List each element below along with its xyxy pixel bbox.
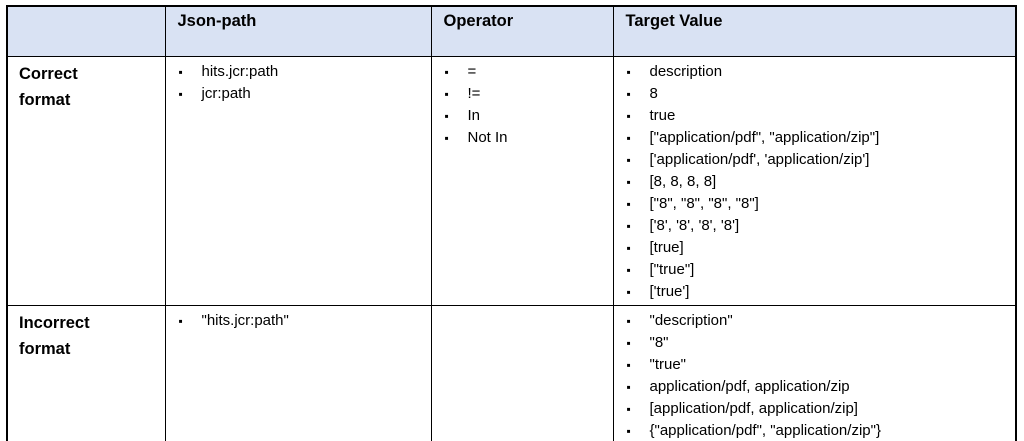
list-item-text: =: [467, 62, 477, 80]
list-item: ▪ "description": [614, 310, 1012, 332]
list-item: ▪ Not In: [432, 127, 609, 149]
list-item-text: [true]: [649, 238, 684, 256]
square-bullet-icon: ▪: [178, 86, 183, 101]
target-value-cell: ▪ description ▪ 8 ▪ true ▪ ["application/pdf", …: [612, 55, 1017, 306]
table-header-row: Json-path Operator Target Value: [6, 5, 1017, 57]
square-bullet-icon: ▪: [178, 313, 183, 328]
square-bullet-icon: ▪: [626, 240, 631, 255]
list-item-text: ["application/pdf", "application/zip"]: [649, 128, 880, 146]
list-item: ▪ In: [432, 105, 609, 127]
list-item: ▪ ["8", "8", "8", "8"]: [614, 193, 1012, 215]
square-bullet-icon: ▪: [626, 284, 631, 299]
list-item: ▪ [true]: [614, 237, 1012, 259]
column-header-blank: [6, 5, 166, 57]
list-item-text: In: [467, 106, 481, 124]
list-item: ▪ application/pdf, application/zip: [614, 376, 1012, 398]
list-item-text: "hits.jcr:path": [201, 311, 289, 329]
list-item-text: true: [649, 106, 676, 124]
list-item: ▪ {"application/pdf", "application/zip"}: [614, 420, 1012, 441]
row-label: Correct format: [19, 64, 78, 109]
square-bullet-icon: ▪: [178, 64, 183, 79]
list-item: ▪ ["application/pdf", "application/zip"]: [614, 127, 1012, 149]
square-bullet-icon: ▪: [626, 108, 631, 123]
list-item: ▪ 8: [614, 83, 1012, 105]
list-item-text: hits.jcr:path: [201, 62, 279, 80]
list-item-text: "description": [649, 311, 733, 329]
list-item-text: [8, 8, 8, 8]: [649, 172, 717, 190]
column-header-json-path: Json-path: [164, 5, 432, 57]
list-item: ▪ jcr:path: [166, 83, 427, 105]
target-value-cell: ▪ "description" ▪ "8" ▪ "true" ▪ application/pd…: [612, 304, 1017, 441]
list-item-text: ["true"]: [649, 260, 695, 278]
json-path-list: ▪ hits.jcr:path ▪ jcr:path: [166, 61, 427, 105]
square-bullet-icon: ▪: [626, 130, 631, 145]
json-path-cell: ▪ hits.jcr:path ▪ jcr:path: [164, 55, 432, 306]
column-header-target-value: Target Value: [612, 5, 1017, 57]
row-label-cell: Incorrect format: [6, 304, 166, 441]
operator-cell: ▪ = ▪ != ▪ In ▪ Not In: [430, 55, 614, 306]
operator-list: ▪ = ▪ != ▪ In ▪ Not In: [432, 61, 609, 149]
column-header-operator: Operator: [430, 5, 614, 57]
list-item-text: Not In: [467, 128, 508, 146]
list-item: ▪ hits.jcr:path: [166, 61, 427, 83]
square-bullet-icon: ▪: [626, 152, 631, 167]
json-path-cell: ▪ "hits.jcr:path": [164, 304, 432, 441]
square-bullet-icon: ▪: [626, 379, 631, 394]
square-bullet-icon: ▪: [626, 423, 631, 438]
square-bullet-icon: ▪: [626, 64, 631, 79]
operator-cell: [430, 304, 614, 441]
list-item: ▪ true: [614, 105, 1012, 127]
square-bullet-icon: ▪: [444, 108, 449, 123]
square-bullet-icon: ▪: [444, 64, 449, 79]
row-label: Incorrect format: [19, 313, 90, 358]
square-bullet-icon: ▪: [626, 401, 631, 416]
list-item: ▪ "hits.jcr:path": [166, 310, 427, 332]
target-value-list: ▪ description ▪ 8 ▪ true ▪ ["application/pdf", …: [614, 61, 1012, 303]
list-item: ▪ "true": [614, 354, 1012, 376]
target-value-list: ▪ "description" ▪ "8" ▪ "true" ▪ application/pd…: [614, 310, 1012, 441]
list-item-text: "true": [649, 355, 687, 373]
list-item-text: description: [649, 62, 723, 80]
format-rules-table: Json-path Operator Target Value Correct …: [6, 5, 1017, 441]
square-bullet-icon: ▪: [626, 262, 631, 277]
list-item: ▪ ['8', '8', '8', '8']: [614, 215, 1012, 237]
square-bullet-icon: ▪: [444, 130, 449, 145]
list-item-text: ['true']: [649, 282, 690, 300]
list-item-text: [application/pdf, application/zip]: [649, 399, 858, 417]
row-label-cell: Correct format: [6, 55, 166, 306]
square-bullet-icon: ▪: [626, 357, 631, 372]
square-bullet-icon: ▪: [444, 86, 449, 101]
list-item-text: "8": [649, 333, 669, 351]
list-item-text: application/pdf, application/zip: [649, 377, 850, 395]
square-bullet-icon: ▪: [626, 313, 631, 328]
list-item: ▪ ["true"]: [614, 259, 1012, 281]
list-item-text: ['application/pdf', 'application/zip']: [649, 150, 870, 168]
list-item: ▪ !=: [432, 83, 609, 105]
list-item: ▪ [8, 8, 8, 8]: [614, 171, 1012, 193]
square-bullet-icon: ▪: [626, 174, 631, 189]
list-item: ▪ =: [432, 61, 609, 83]
list-item-text: {"application/pdf", "application/zip"}: [649, 421, 881, 439]
list-item-text: ['8', '8', '8', '8']: [649, 216, 740, 234]
json-path-list: ▪ "hits.jcr:path": [166, 310, 427, 332]
list-item: ▪ ['application/pdf', 'application/zip']: [614, 149, 1012, 171]
table-row-correct-format: Correct format ▪ hits.jcr:path ▪ jcr:path ▪…: [6, 55, 1017, 306]
list-item-text: ["8", "8", "8", "8"]: [649, 194, 759, 212]
list-item: ▪ [application/pdf, application/zip]: [614, 398, 1012, 420]
square-bullet-icon: ▪: [626, 86, 631, 101]
list-item-text: jcr:path: [201, 84, 251, 102]
square-bullet-icon: ▪: [626, 218, 631, 233]
square-bullet-icon: ▪: [626, 196, 631, 211]
list-item: ▪ ['true']: [614, 281, 1012, 303]
list-item: ▪ description: [614, 61, 1012, 83]
table-row-incorrect-format: Incorrect format ▪ "hits.jcr:path" ▪ "desc…: [6, 304, 1017, 441]
list-item: ▪ "8": [614, 332, 1012, 354]
list-item-text: !=: [467, 84, 481, 102]
square-bullet-icon: ▪: [626, 335, 631, 350]
list-item-text: 8: [649, 84, 658, 102]
